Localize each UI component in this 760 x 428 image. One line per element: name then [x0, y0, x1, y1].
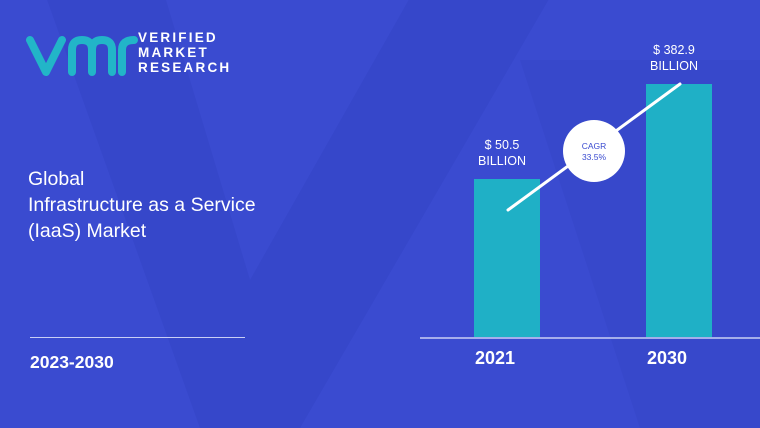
brand-wordmark: VERIFIED MARKET RESEARCH	[138, 30, 231, 75]
cagr-circle	[563, 120, 625, 182]
x-tick-label-2021: 2021	[475, 348, 515, 368]
data-label-unit-2021: BILLION	[478, 154, 526, 168]
report-title-line-1: Global	[28, 168, 85, 190]
title-divider	[30, 337, 245, 338]
report-title: Global Infrastructure as a Service (IaaS…	[28, 166, 256, 244]
data-label-unit-2030: BILLION	[650, 59, 698, 73]
bar-2030	[646, 84, 712, 337]
report-title-line-3: (IaaS) Market	[28, 220, 147, 242]
x-tick-label-2030: 2030	[647, 348, 687, 368]
vmr-logo-icon	[26, 35, 138, 76]
report-title-line-2: Infrastructure as a Service	[28, 194, 256, 216]
bar-2021	[474, 179, 540, 337]
forecast-period: 2023-2030	[30, 352, 114, 372]
brand-line-market: MARKET	[138, 45, 209, 60]
data-label-value-2030: $ 382.9	[653, 43, 695, 57]
data-label-value-2021: $ 50.5	[485, 138, 520, 152]
brand-line-research: RESEARCH	[138, 60, 232, 75]
brand-line-verified: VERIFIED	[138, 30, 218, 45]
cagr-label: CAGR	[582, 141, 607, 151]
cagr-value: 33.5%	[582, 152, 607, 162]
